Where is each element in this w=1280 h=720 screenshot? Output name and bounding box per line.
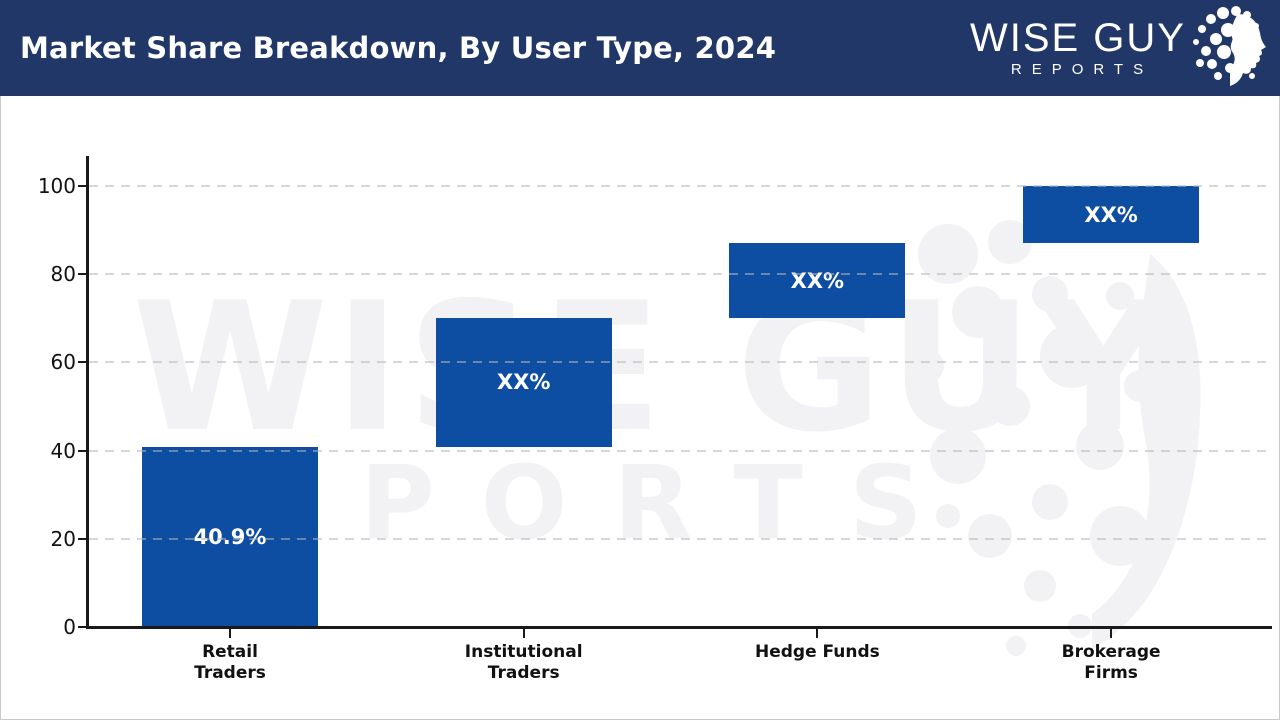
bar-retail-traders: 40.9% <box>142 446 318 627</box>
gridline-20 <box>89 537 1272 540</box>
watermark-subtitle: PORTS <box>360 444 969 563</box>
dotted-head-logo-icon <box>1193 6 1266 86</box>
logo-text: WISE GUY REPORTS <box>970 17 1186 79</box>
gridline-60 <box>89 361 1272 364</box>
x-category-label-retail-traders: Retail Traders <box>194 642 266 683</box>
y-tick-label-20: 20 <box>50 526 76 551</box>
bar-institutional-traders: XX% <box>435 318 612 447</box>
y-tick-label-80: 80 <box>50 262 76 287</box>
y-tick-80 <box>78 273 87 276</box>
gridline-40 <box>89 449 1272 452</box>
bar-value-label: 40.9% <box>193 524 267 549</box>
y-tick-label-0: 0 <box>63 615 76 639</box>
logo-wordmark: WISE GUY <box>969 16 1186 60</box>
bar-value-label: XX% <box>496 370 551 395</box>
y-tick-label-100: 100 <box>37 174 76 198</box>
bar-value-label: XX% <box>1084 202 1138 227</box>
x-category-label-institutional-traders: Institutional Traders <box>464 642 583 683</box>
y-tick-label-40: 40 <box>50 438 76 463</box>
wise-guy-reports-logo: WISE GUY REPORTS <box>970 6 1280 90</box>
bar-hedge-funds: XX% <box>729 243 906 319</box>
y-tick-60 <box>78 361 87 364</box>
y-axis-line <box>86 156 89 629</box>
logo-subtitle: REPORTS <box>1010 61 1154 78</box>
x-tick-institutional-traders <box>522 629 525 638</box>
bar-value-label: XX% <box>790 268 845 293</box>
y-tick-0 <box>78 626 87 628</box>
gridline-80 <box>89 273 1272 276</box>
x-category-label-brokerage-firms: Brokerage Firms <box>1061 642 1161 683</box>
x-axis-line <box>86 626 1272 629</box>
header-bar: Market Share Breakdown, By User Type, 20… <box>0 0 1280 96</box>
bar-brokerage-firms: XX% <box>1023 186 1200 244</box>
y-tick-40 <box>78 449 87 452</box>
y-tick-100 <box>78 185 87 187</box>
x-tick-hedge-funds <box>816 629 819 638</box>
x-tick-brokerage-firms <box>1110 629 1113 638</box>
waterfall-chart: WISE GUY PORTS 0 20 40 60 80 100 40.9% Retail T… <box>0 96 1280 720</box>
watermark-dotted-head-icon <box>912 220 1201 656</box>
gridline-100 <box>89 185 1272 187</box>
x-tick-retail-traders <box>229 629 231 638</box>
x-category-label-hedge-funds: Hedge Funds <box>754 642 880 662</box>
y-tick-20 <box>78 537 87 540</box>
page-title: Market Share Breakdown, By User Type, 20… <box>20 31 777 65</box>
y-tick-label-60: 60 <box>50 350 76 375</box>
